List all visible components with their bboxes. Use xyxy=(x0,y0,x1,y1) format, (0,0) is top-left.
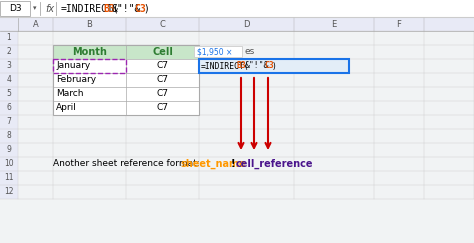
Text: D3: D3 xyxy=(9,4,21,13)
Bar xyxy=(53,73,199,87)
Text: 4: 4 xyxy=(7,76,11,85)
Text: 3: 3 xyxy=(7,61,11,70)
Text: 7: 7 xyxy=(7,118,11,127)
Bar xyxy=(53,87,199,101)
Text: C7: C7 xyxy=(156,61,168,70)
Text: D: D xyxy=(243,20,250,29)
Text: B3: B3 xyxy=(237,61,247,70)
Text: F: F xyxy=(397,20,401,29)
Text: es: es xyxy=(245,47,255,56)
Text: Month: Month xyxy=(72,47,107,57)
Text: 5: 5 xyxy=(7,89,11,98)
Text: fx: fx xyxy=(45,3,54,14)
Text: $1,950 ×: $1,950 × xyxy=(197,47,232,56)
Text: E: E xyxy=(331,20,337,29)
Text: B: B xyxy=(87,20,92,29)
Text: A: A xyxy=(33,20,38,29)
Text: C7: C7 xyxy=(156,104,168,113)
Text: 6: 6 xyxy=(7,104,11,113)
Text: C3: C3 xyxy=(134,3,146,14)
Bar xyxy=(53,101,199,115)
Text: Another sheet reference format:: Another sheet reference format: xyxy=(53,159,200,168)
Text: C3: C3 xyxy=(264,61,274,70)
Text: =INDIRECT(: =INDIRECT( xyxy=(61,3,120,14)
Bar xyxy=(0,31,18,199)
Text: 8: 8 xyxy=(7,131,11,140)
Text: ▾: ▾ xyxy=(33,6,36,11)
Text: March: March xyxy=(56,89,83,98)
Text: 9: 9 xyxy=(7,146,11,155)
Bar xyxy=(0,18,474,31)
Text: &"!"&: &"!"& xyxy=(112,3,141,14)
Text: Cell: Cell xyxy=(152,47,173,57)
Text: &"!"&: &"!"& xyxy=(245,61,269,70)
Bar xyxy=(53,59,199,73)
Text: C7: C7 xyxy=(156,76,168,85)
Text: =INDIRECT(: =INDIRECT( xyxy=(201,61,250,70)
Text: sheet_name: sheet_name xyxy=(181,159,246,169)
Bar xyxy=(0,1,30,16)
Text: C7: C7 xyxy=(156,89,168,98)
Text: 1: 1 xyxy=(7,34,11,43)
Text: 10: 10 xyxy=(4,159,14,168)
Text: cell_reference: cell_reference xyxy=(236,159,313,169)
Text: B3: B3 xyxy=(103,3,115,14)
Text: April: April xyxy=(56,104,77,113)
Text: January: January xyxy=(56,61,90,70)
Text: ): ) xyxy=(143,3,149,14)
Text: 11: 11 xyxy=(4,174,14,182)
Bar xyxy=(53,45,199,59)
Text: C: C xyxy=(160,20,165,29)
Text: 12: 12 xyxy=(4,188,14,197)
Text: 2: 2 xyxy=(7,47,11,57)
Bar xyxy=(199,59,349,73)
Bar xyxy=(0,0,474,17)
Text: !: ! xyxy=(231,159,236,169)
Text: ): ) xyxy=(272,61,277,70)
Bar xyxy=(53,45,199,115)
Bar xyxy=(194,46,242,57)
Text: February: February xyxy=(56,76,96,85)
Bar xyxy=(53,59,126,73)
